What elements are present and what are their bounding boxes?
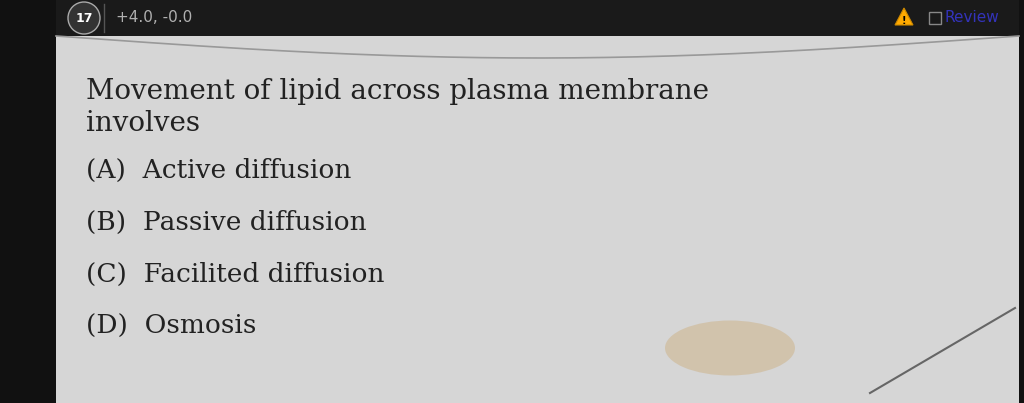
Text: involves: involves	[86, 110, 200, 137]
Text: !: !	[902, 16, 906, 26]
Text: (C)  Facilited diffusion: (C) Facilited diffusion	[86, 262, 384, 287]
Circle shape	[68, 2, 100, 34]
Text: 17: 17	[75, 12, 93, 25]
Text: (D)  Osmosis: (D) Osmosis	[86, 314, 256, 339]
Text: +4.0, -0.0: +4.0, -0.0	[116, 10, 193, 25]
Polygon shape	[895, 8, 913, 25]
Bar	[56, 0, 1019, 36]
Text: Movement of lipid across plasma membrane: Movement of lipid across plasma membrane	[86, 78, 709, 105]
Bar	[1019, 0, 1024, 403]
Text: Review: Review	[945, 10, 999, 25]
Bar	[929, 12, 941, 24]
Ellipse shape	[665, 320, 795, 376]
Text: (A)  Active diffusion: (A) Active diffusion	[86, 158, 351, 183]
Text: (B)  Passive diffusion: (B) Passive diffusion	[86, 210, 367, 235]
Bar	[0, 0, 56, 403]
